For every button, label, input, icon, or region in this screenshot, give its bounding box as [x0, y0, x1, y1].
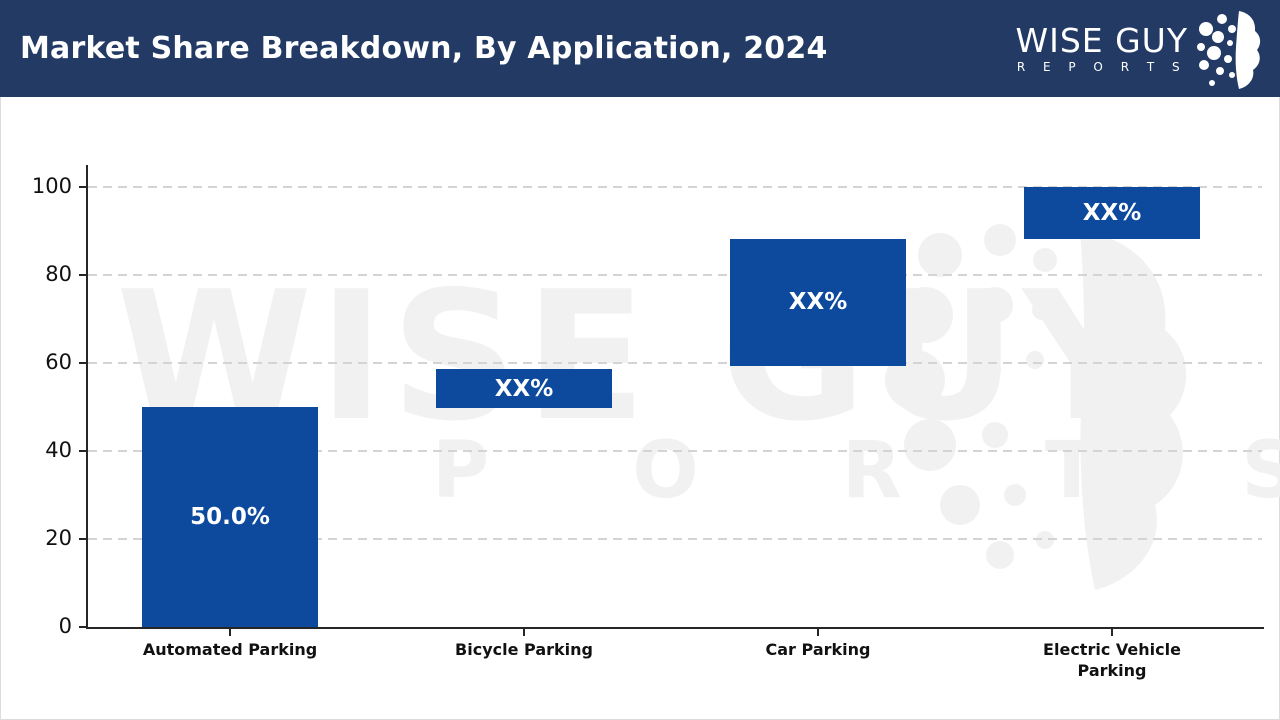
logo-wordmark: WISE GUY [1015, 20, 1188, 60]
x-tick-mark [817, 629, 819, 636]
y-tick-label: 20 [45, 526, 72, 550]
y-tick-label: 100 [31, 174, 72, 198]
header: Market Share Breakdown, By Application, … [0, 0, 1280, 97]
bar-value-label: 50.0% [190, 504, 270, 530]
x-tick-mark [523, 629, 525, 636]
x-tick-mark [229, 629, 231, 636]
y-tick-label: 40 [45, 438, 72, 462]
logo-subtitle: R E P O R T S [1016, 59, 1187, 74]
bar-value-label: XX% [494, 375, 554, 402]
x-category-label: Bicycle Parking [455, 640, 593, 659]
x-axis-line [86, 627, 1264, 629]
y-tick-mark [79, 450, 86, 452]
x-category-label: Electric Vehicle Parking [1043, 640, 1181, 680]
y-axis-line [86, 165, 88, 629]
y-tick-label: 60 [45, 350, 72, 374]
gridline [88, 538, 1262, 540]
x-category-label: Automated Parking [142, 640, 318, 659]
gridline [88, 450, 1262, 452]
y-tick-mark [79, 362, 86, 364]
y-tick-mark [79, 186, 86, 188]
bar-value-label: XX% [788, 289, 848, 316]
page-title: Market Share Breakdown, By Application, … [20, 31, 828, 66]
y-tick-label: 80 [45, 262, 72, 286]
y-tick-mark [79, 538, 86, 540]
x-category-label: Car Parking [765, 640, 871, 659]
y-tick-mark [79, 626, 86, 628]
gridline [88, 274, 1262, 276]
bar: 50.0% [142, 407, 318, 627]
bar: XX% [730, 238, 906, 367]
y-tick-label: 0 [58, 614, 72, 638]
gridline [88, 362, 1262, 364]
wise-guy-logo: WISE GUY R E P O R T S [1015, 7, 1264, 91]
bar-value-label: XX% [1082, 199, 1142, 226]
x-tick-mark [1111, 629, 1113, 636]
y-tick-mark [79, 274, 86, 276]
gridline [88, 186, 1262, 188]
logo-text: WISE GUY R E P O R T S [1015, 24, 1188, 74]
logo-face-icon [1197, 10, 1261, 89]
bar: XX% [1024, 187, 1200, 239]
bar: XX% [436, 369, 612, 408]
